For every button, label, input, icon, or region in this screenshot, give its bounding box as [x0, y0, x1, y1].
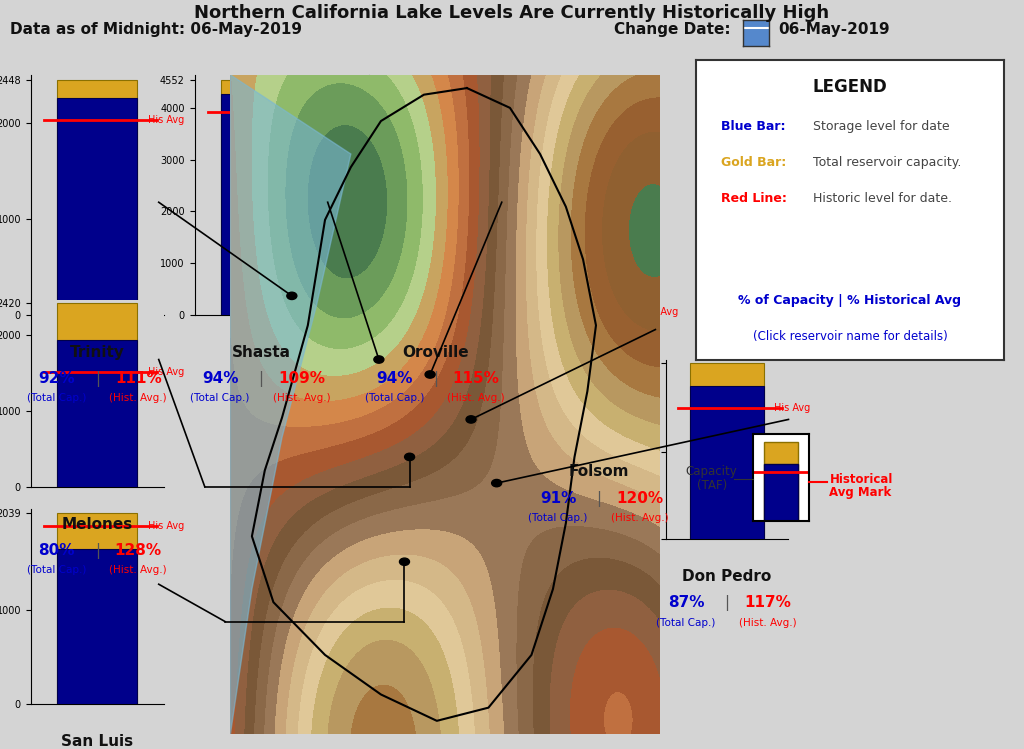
Text: Historic level for date.: Historic level for date.	[813, 192, 952, 204]
Text: (Total Cap.): (Total Cap.)	[190, 393, 250, 403]
Text: 92%: 92%	[38, 371, 75, 386]
Text: LEGEND: LEGEND	[813, 78, 887, 96]
Text: 128%: 128%	[115, 543, 162, 558]
Text: His Avg: His Avg	[147, 521, 184, 531]
Text: His Avg: His Avg	[774, 403, 810, 413]
Text: Trinity: Trinity	[70, 345, 125, 360]
Text: (Hist. Avg.): (Hist. Avg.)	[110, 393, 167, 403]
Text: 115%: 115%	[453, 371, 500, 386]
Text: (Click reservoir name for details): (Click reservoir name for details)	[753, 330, 947, 342]
Text: Data as of Midnight: 06-May-2019: Data as of Midnight: 06-May-2019	[10, 22, 302, 37]
Text: Oroville: Oroville	[401, 345, 469, 360]
Polygon shape	[230, 75, 351, 734]
Text: |: |	[94, 371, 100, 386]
Text: (Hist. Avg.): (Hist. Avg.)	[110, 565, 167, 575]
Text: 91%: 91%	[540, 491, 577, 506]
Bar	[57, 340, 137, 487]
Text: 120%: 120%	[616, 491, 664, 506]
Bar	[57, 303, 137, 487]
Text: Folsom: Folsom	[568, 464, 630, 479]
Text: Melones: Melones	[61, 517, 133, 532]
Text: Total reservoir capacity.: Total reservoir capacity.	[813, 156, 962, 169]
Bar	[57, 79, 137, 315]
Bar	[221, 94, 301, 315]
Bar	[764, 464, 798, 521]
Bar	[690, 363, 764, 539]
Text: 109%: 109%	[279, 371, 326, 386]
Bar	[221, 79, 301, 315]
Text: |: |	[724, 595, 730, 611]
Text: (Hist. Avg.): (Hist. Avg.)	[447, 393, 505, 403]
Text: (Hist. Avg.): (Hist. Avg.)	[611, 513, 669, 523]
Text: |: |	[258, 371, 264, 386]
Text: 87%: 87%	[668, 595, 705, 610]
Text: (Total Cap.): (Total Cap.)	[528, 513, 588, 523]
Bar	[57, 98, 137, 315]
Text: His Avg: His Avg	[311, 106, 348, 117]
Bar	[57, 513, 137, 704]
Text: His Avg: His Avg	[147, 367, 184, 377]
Text: |: |	[596, 491, 602, 506]
Text: (Hist. Avg.): (Hist. Avg.)	[739, 618, 797, 628]
Text: San Luis: San Luis	[61, 734, 133, 749]
Text: 94%: 94%	[376, 371, 413, 386]
Bar	[565, 288, 633, 434]
Text: (Total Cap.): (Total Cap.)	[656, 618, 716, 628]
Bar	[565, 273, 633, 434]
Text: Storage level for date: Storage level for date	[813, 120, 949, 133]
Text: Gold Bar:: Gold Bar:	[721, 156, 786, 169]
Text: His Avg: His Avg	[147, 115, 184, 125]
Text: Northern California Lake Levels Are Currently Historically High: Northern California Lake Levels Are Curr…	[195, 4, 829, 22]
Text: |: |	[94, 543, 100, 559]
Text: His Avg: His Avg	[642, 307, 678, 317]
Text: (TAF): (TAF)	[696, 479, 727, 492]
Text: (Total Cap.): (Total Cap.)	[27, 565, 86, 575]
Text: His Avg: His Avg	[485, 118, 522, 127]
Text: 94%: 94%	[202, 371, 239, 386]
Text: 80%: 80%	[38, 543, 75, 558]
Bar	[690, 386, 764, 539]
Bar	[395, 94, 475, 315]
Text: Historical: Historical	[829, 473, 893, 486]
Text: (Total Cap.): (Total Cap.)	[27, 393, 86, 403]
Bar	[764, 442, 798, 521]
Bar	[57, 549, 137, 704]
Text: Blue Bar:: Blue Bar:	[721, 120, 785, 133]
Text: Avg Mark: Avg Mark	[829, 486, 892, 500]
Text: Change Date:: Change Date:	[614, 22, 731, 37]
Text: (Total Cap.): (Total Cap.)	[365, 393, 424, 403]
Text: 117%: 117%	[744, 595, 792, 610]
Text: 111%: 111%	[115, 371, 162, 386]
Text: Don Pedro: Don Pedro	[682, 569, 772, 584]
Text: |: |	[432, 371, 438, 386]
Text: 06-May-2019: 06-May-2019	[778, 22, 890, 37]
Text: (Hist. Avg.): (Hist. Avg.)	[273, 393, 331, 403]
Text: % of Capacity | % Historical Avg: % of Capacity | % Historical Avg	[738, 294, 962, 306]
Text: Red Line:: Red Line:	[721, 192, 786, 204]
Text: Capacity: Capacity	[686, 465, 737, 479]
Text: Shasta: Shasta	[231, 345, 291, 360]
Bar	[395, 79, 475, 315]
